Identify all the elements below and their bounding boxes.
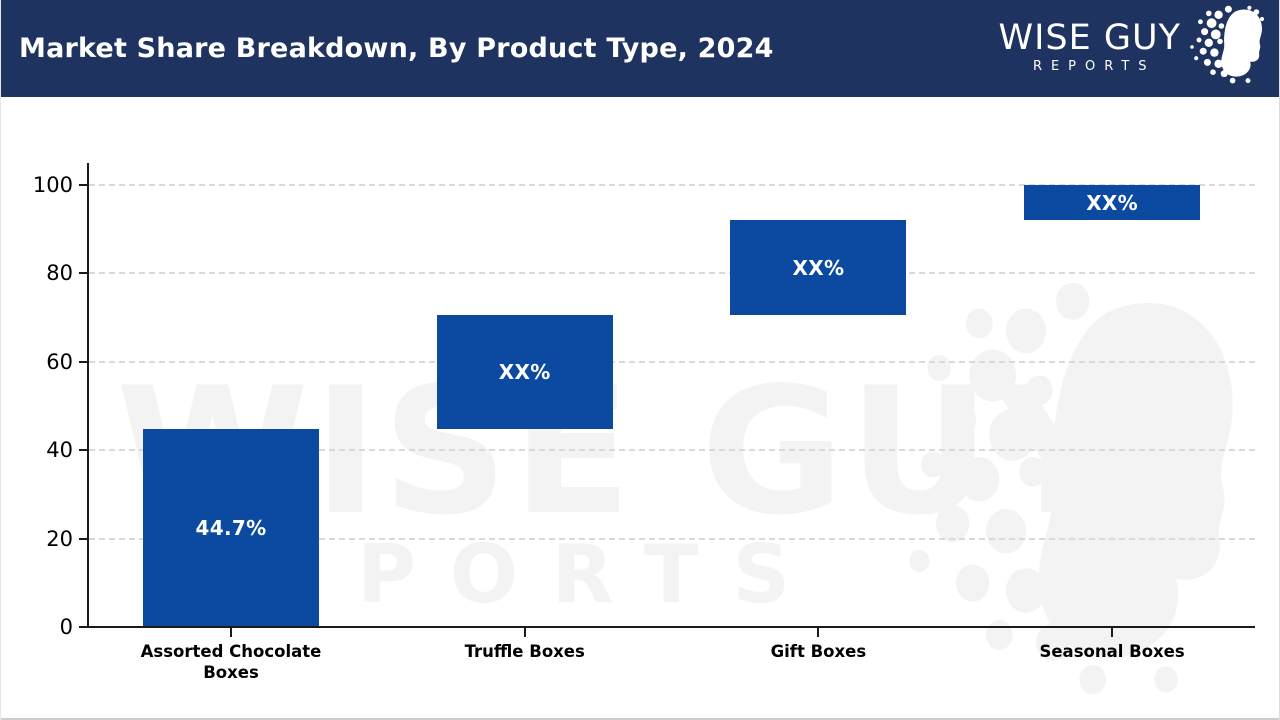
wiseguy-face-icon bbox=[1190, 5, 1265, 84]
gridline bbox=[89, 184, 1255, 187]
wiseguy-logo: WISE GUY REPORTS bbox=[998, 4, 1269, 90]
x-axis-tick bbox=[230, 628, 232, 637]
x-axis-category-label: Truffle Boxes bbox=[464, 642, 585, 661]
gridline bbox=[89, 272, 1255, 275]
x-axis-category-label: Seasonal Boxes bbox=[1039, 642, 1185, 661]
y-axis-tick bbox=[79, 184, 87, 187]
y-axis-tick-label: 80 bbox=[46, 261, 73, 286]
bottom-border bbox=[1, 718, 1279, 720]
gridline bbox=[89, 449, 1255, 452]
y-axis-tick bbox=[79, 360, 87, 363]
y-axis-tick-label: 40 bbox=[46, 438, 73, 463]
y-axis-line bbox=[87, 163, 89, 628]
y-axis-tick-label: 0 bbox=[59, 615, 73, 639]
y-axis-tick-label: 20 bbox=[46, 526, 73, 551]
bar-value-label: 44.7% bbox=[195, 516, 267, 541]
bar: XX% bbox=[730, 220, 907, 316]
page-title: Market Share Breakdown, By Product Type,… bbox=[19, 33, 774, 64]
x-axis-tick bbox=[1111, 628, 1114, 637]
y-axis-tick-label: 100 bbox=[32, 173, 73, 198]
x-axis-category-label: Assorted Chocolate Boxes bbox=[140, 642, 322, 683]
logo-text: WISE GUY REPORTS bbox=[998, 20, 1181, 74]
bar: XX% bbox=[436, 315, 613, 430]
bar-value-label: XX% bbox=[1086, 190, 1138, 215]
gridline bbox=[89, 537, 1255, 540]
x-axis-tick bbox=[817, 628, 820, 637]
x-axis-line bbox=[87, 626, 1255, 628]
x-axis-tick bbox=[523, 628, 526, 637]
bar-value-label: XX% bbox=[792, 255, 845, 280]
watermark-face-icon bbox=[891, 282, 1233, 695]
x-axis-category-label: Gift Boxes bbox=[770, 642, 867, 661]
logo-subtext: REPORTS bbox=[1032, 58, 1156, 74]
y-axis-tick bbox=[79, 449, 87, 452]
y-axis-tick bbox=[79, 272, 87, 275]
bar: 44.7% bbox=[143, 429, 319, 627]
gridline bbox=[89, 360, 1255, 363]
bar-value-label: XX% bbox=[498, 360, 551, 385]
y-axis-tick bbox=[79, 537, 87, 540]
header: Market Share Breakdown, By Product Type,… bbox=[1, 0, 1279, 97]
logo-wordmark: WISE GUY bbox=[998, 18, 1181, 59]
y-axis-tick bbox=[79, 626, 87, 628]
bar: XX% bbox=[1024, 185, 1201, 221]
y-axis-tick-label: 60 bbox=[46, 349, 73, 374]
